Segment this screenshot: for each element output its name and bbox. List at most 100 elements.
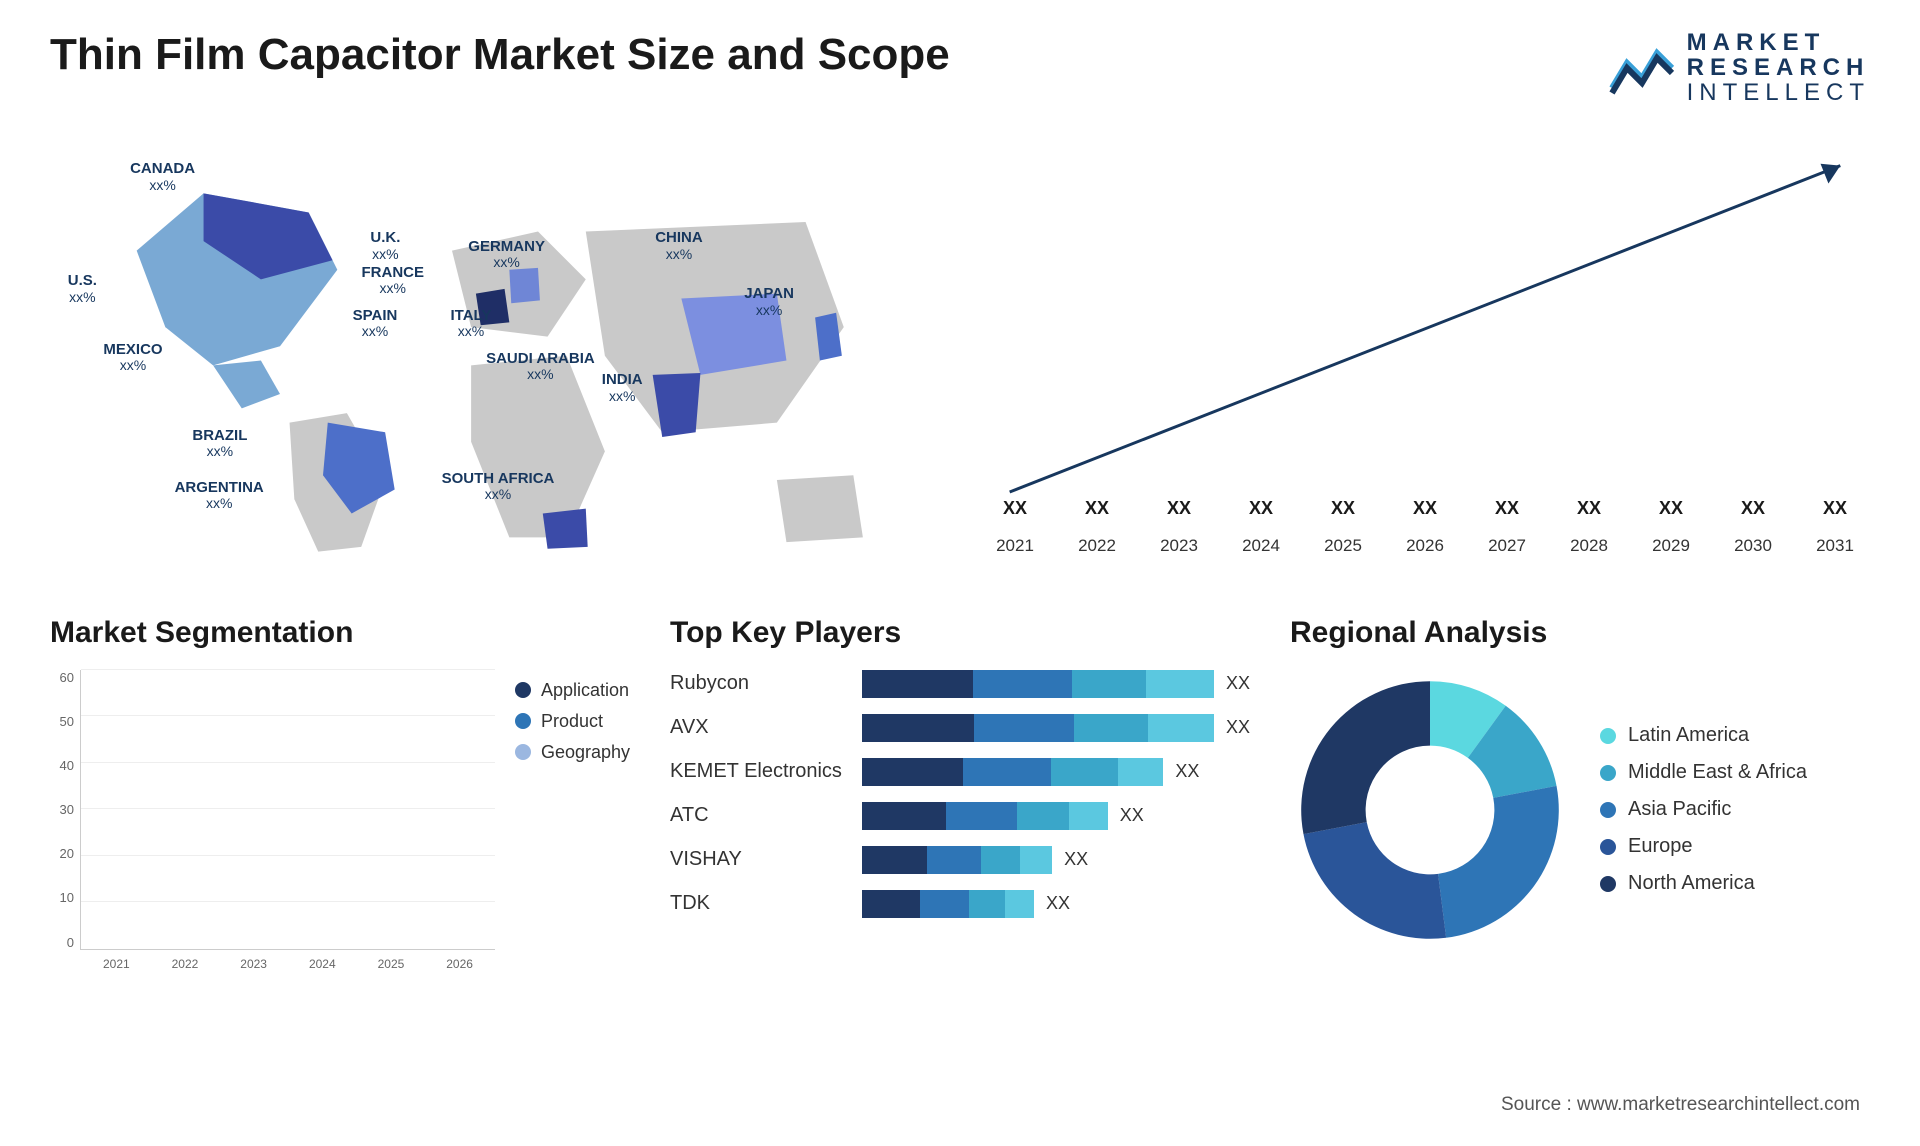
player-segment: [1069, 802, 1108, 830]
seg-ytick: 50: [60, 714, 74, 729]
growth-year-label: 2022: [1062, 536, 1132, 556]
player-name: AVX: [670, 714, 842, 742]
growth-year-label: 2030: [1718, 536, 1788, 556]
player-value: XX: [1064, 849, 1088, 870]
map-label-uk: U.K.xx%: [370, 230, 400, 262]
player-segment: [1118, 758, 1163, 786]
legend-label: Product: [541, 711, 603, 732]
player-segment: [927, 846, 981, 874]
player-value: XX: [1226, 673, 1250, 694]
legend-label: Application: [541, 680, 629, 701]
player-segment: [1051, 758, 1118, 786]
map-label-china: CHINAxx%: [655, 230, 703, 262]
seg-legend-item: Application: [515, 680, 630, 701]
player-bar-row: XX: [862, 758, 1250, 786]
logo-line3: INTELLECT: [1687, 80, 1870, 105]
player-segment: [862, 802, 946, 830]
seg-ytick: 20: [60, 846, 74, 861]
legend-dot-icon: [515, 744, 531, 760]
player-name: ATC: [670, 802, 842, 830]
map-label-spain: SPAINxx%: [353, 308, 398, 340]
player-segment: [974, 714, 1074, 742]
brand-logo: MARKET RESEARCH INTELLECT: [1607, 30, 1870, 106]
map-label-brazil: BRAZILxx%: [192, 428, 247, 460]
segmentation-chart: 6050403020100 202120222023202420252026: [50, 670, 495, 950]
logo-line2: RESEARCH: [1687, 55, 1870, 80]
map-label-japan: JAPANxx%: [744, 286, 794, 318]
players-panel: Top Key Players RubyconAVXKEMET Electron…: [670, 616, 1250, 966]
player-segment: [981, 846, 1020, 874]
source-text: Source : www.marketresearchintellect.com: [1501, 1094, 1860, 1116]
regional-panel: Regional Analysis Latin AmericaMiddle Ea…: [1290, 616, 1870, 966]
growth-year-label: 2027: [1472, 536, 1542, 556]
map-region-germany: [509, 267, 540, 302]
player-segment: [862, 758, 963, 786]
page-title: Thin Film Capacitor Market Size and Scop…: [50, 30, 950, 80]
map-label-southafrica: SOUTH AFRICAxx%: [442, 471, 555, 503]
map-label-mexico: MEXICOxx%: [103, 342, 162, 374]
donut-slice: [1301, 681, 1430, 834]
player-bar-row: XX: [862, 670, 1250, 698]
growth-year-label: 2024: [1226, 536, 1296, 556]
player-segment: [1074, 714, 1148, 742]
segmentation-legend: ApplicationProductGeography: [515, 670, 630, 966]
growth-value-label: XX: [1718, 498, 1788, 519]
player-segment: [862, 714, 974, 742]
player-segment: [969, 890, 1005, 918]
growth-value-label: XX: [1390, 498, 1460, 519]
growth-value-label: XX: [1554, 498, 1624, 519]
player-segment: [920, 890, 969, 918]
segmentation-title: Market Segmentation: [50, 616, 630, 650]
map-region-aus: [777, 475, 863, 542]
player-segment: [1020, 846, 1052, 874]
legend-dot-icon: [1600, 728, 1616, 744]
seg-legend-item: Product: [515, 711, 630, 732]
player-bar-row: XX: [862, 846, 1250, 874]
seg-year-label: 2024: [291, 957, 354, 971]
player-segment: [973, 670, 1072, 698]
regional-legend-item: Asia Pacific: [1600, 798, 1807, 821]
seg-year-label: 2025: [360, 957, 423, 971]
map-label-india: INDIAxx%: [602, 372, 643, 404]
seg-ytick: 10: [60, 890, 74, 905]
legend-dot-icon: [1600, 802, 1616, 818]
player-segment: [963, 758, 1051, 786]
map-label-germany: GERMANYxx%: [468, 239, 545, 271]
map-label-france: FRANCExx%: [362, 265, 425, 297]
regional-legend-item: North America: [1600, 872, 1807, 895]
player-segment: [1005, 890, 1033, 918]
regional-legend-item: Europe: [1600, 835, 1807, 858]
world-map: CANADAxx%U.S.xx%MEXICOxx%BRAZILxx%ARGENT…: [50, 136, 940, 566]
map-label-argentina: ARGENTINAxx%: [175, 480, 264, 512]
player-name: VISHAY: [670, 846, 842, 874]
seg-year-label: 2022: [154, 957, 217, 971]
logo-line1: MARKET: [1687, 30, 1870, 55]
player-bar-row: XX: [862, 890, 1250, 918]
donut-slice: [1303, 822, 1446, 939]
map-label-italy: ITALYxx%: [451, 308, 492, 340]
player-segment: [1148, 714, 1214, 742]
players-title: Top Key Players: [670, 616, 1250, 650]
legend-dot-icon: [1600, 765, 1616, 781]
growth-year-label: 2029: [1636, 536, 1706, 556]
growth-value-label: XX: [1062, 498, 1132, 519]
seg-year-label: 2021: [85, 957, 148, 971]
seg-ytick: 40: [60, 758, 74, 773]
map-label-canada: CANADAxx%: [130, 161, 195, 193]
growth-year-label: 2028: [1554, 536, 1624, 556]
player-segment: [1146, 670, 1214, 698]
legend-label: North America: [1628, 872, 1755, 895]
legend-label: Latin America: [1628, 724, 1749, 747]
legend-dot-icon: [1600, 839, 1616, 855]
player-value: XX: [1046, 893, 1070, 914]
donut-slice: [1438, 785, 1559, 937]
player-segment: [862, 890, 920, 918]
player-name: TDK: [670, 890, 842, 918]
regional-legend-item: Middle East & Africa: [1600, 761, 1807, 784]
growth-value-label: XX: [1144, 498, 1214, 519]
seg-year-label: 2023: [222, 957, 285, 971]
growth-value-label: XX: [980, 498, 1050, 519]
seg-ytick: 60: [60, 670, 74, 685]
legend-label: Asia Pacific: [1628, 798, 1731, 821]
player-bar-row: XX: [862, 714, 1250, 742]
